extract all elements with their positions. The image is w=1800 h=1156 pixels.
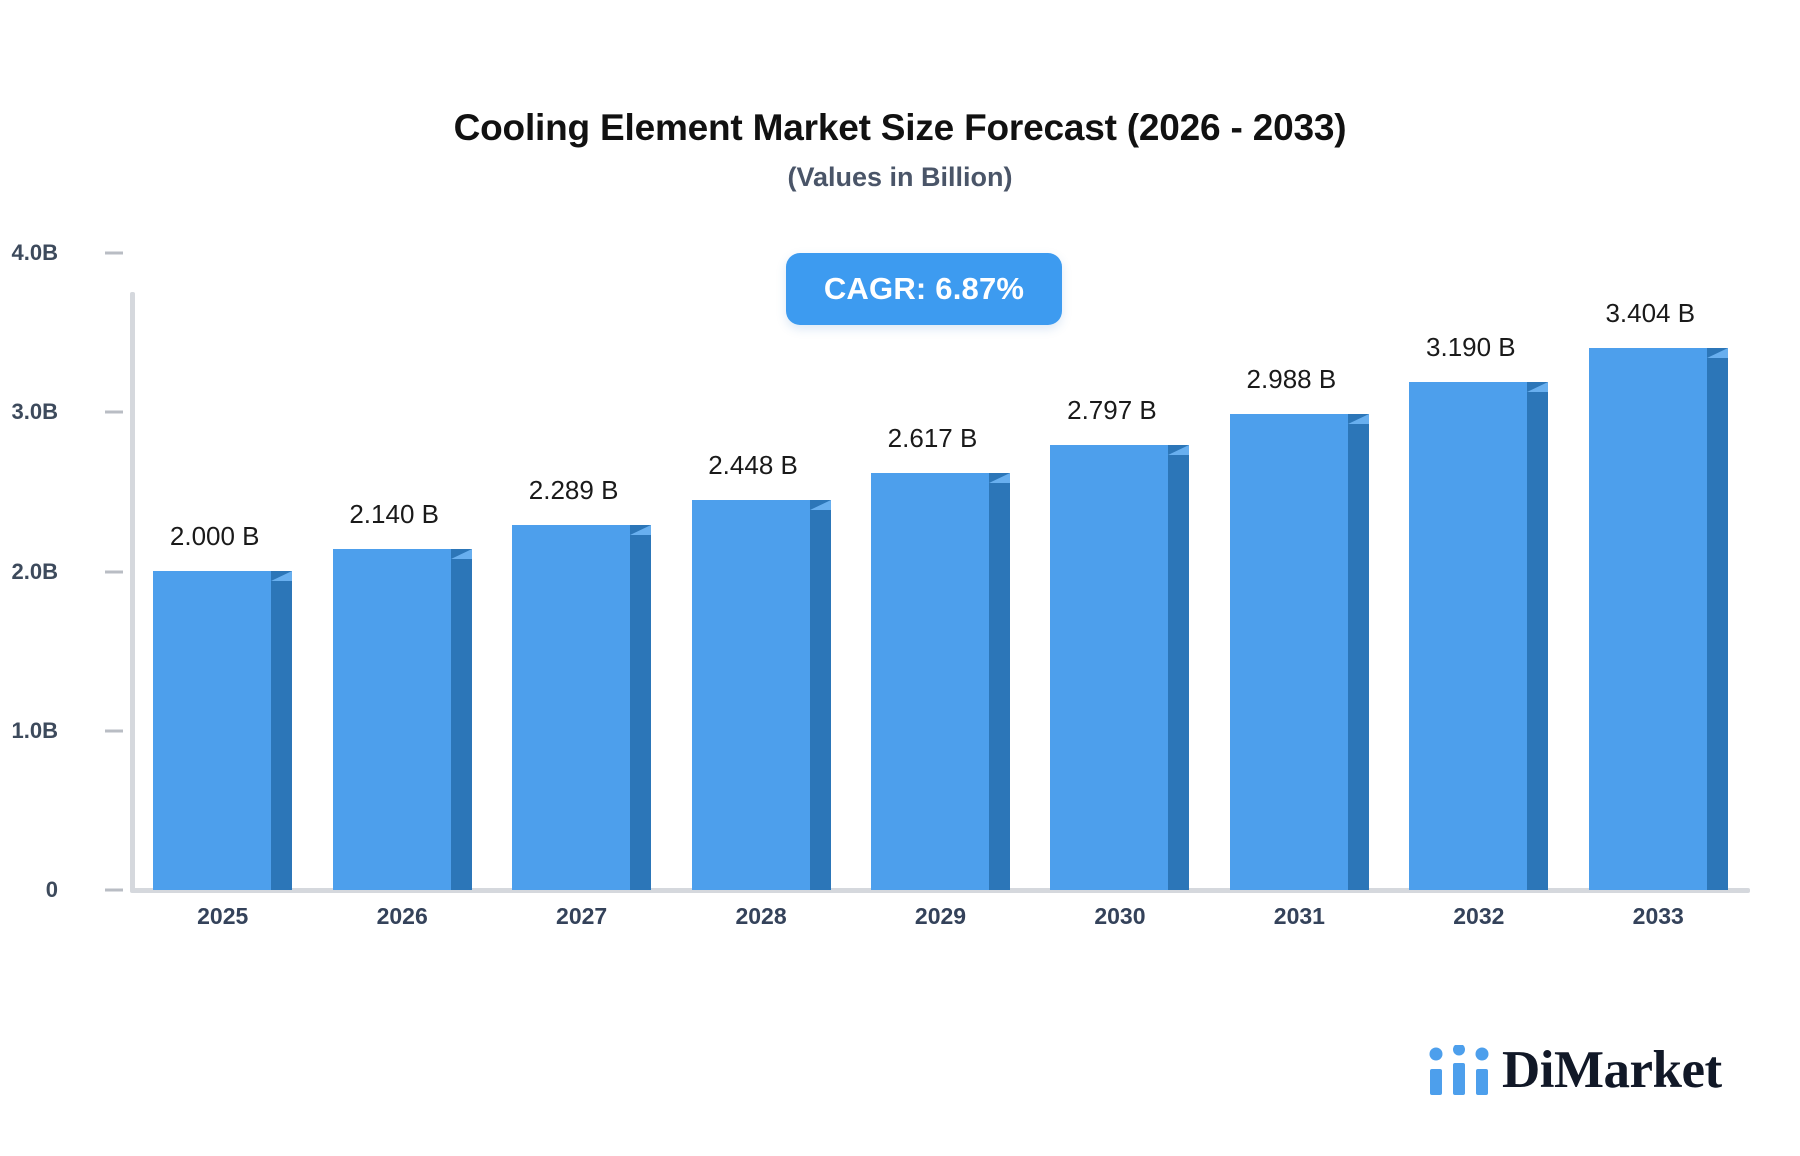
bar-value-label: 2.140 B (349, 499, 439, 529)
x-axis-tick-label: 2030 (1094, 903, 1146, 929)
bar-side-face (1168, 445, 1189, 890)
x-axis-tick-label: 2025 (197, 903, 249, 929)
y-axis-tick-mark (105, 410, 123, 414)
bar[interactable] (1409, 382, 1548, 890)
bar-top-face (451, 549, 472, 559)
bar[interactable] (1589, 348, 1728, 890)
bar-side-face (1527, 382, 1548, 890)
bar-side-face (1707, 348, 1728, 890)
bar-chart-icon (1429, 1044, 1489, 1095)
bar-front-face (871, 473, 989, 890)
y-axis-line (130, 292, 135, 892)
logo-text: DiMarket (1502, 1041, 1722, 1099)
bar[interactable] (871, 473, 1010, 890)
bar[interactable] (153, 571, 292, 890)
y-axis-tick-label: 4.0B (11, 240, 58, 265)
bar-value-label: 2.988 B (1246, 364, 1337, 394)
bar-side-face (810, 500, 831, 890)
bar-value-label: 2.448 B (708, 450, 798, 480)
bar-top-face (1527, 382, 1548, 392)
brand-logo: DiMarket (1428, 1044, 1722, 1097)
bar[interactable] (1230, 414, 1369, 890)
bar-top-face (989, 473, 1010, 483)
y-axis-tick-label: 0 (45, 877, 58, 902)
bar-value-label: 2.617 B (887, 423, 978, 453)
bar-top-face (1348, 414, 1369, 424)
x-axis-tick-label: 2029 (914, 903, 967, 929)
bar-front-face (512, 525, 630, 890)
y-axis-tick-label: 2.0B (11, 558, 58, 584)
bar[interactable] (692, 500, 831, 890)
y-axis-tick-mark (105, 729, 123, 733)
bar[interactable] (512, 525, 651, 890)
y-axis-tick-mark (105, 570, 123, 573)
bar-value-label: 2.000 B (169, 521, 260, 551)
bar-front-face (333, 549, 451, 890)
bar-value-label: 2.797 B (1067, 395, 1157, 425)
bar-side-face (451, 549, 472, 890)
bar-front-face (1230, 414, 1348, 890)
bar-top-face (1168, 445, 1189, 455)
bar-value-label: 2.289 B (528, 475, 619, 505)
x-axis-tick-label: 2028 (735, 903, 787, 929)
bar-side-face (271, 571, 292, 890)
y-axis-tick-label: 1.0B (11, 717, 58, 743)
x-axis-tick-label: 2031 (1273, 903, 1325, 929)
bar-value-label: 3.404 B (1605, 298, 1696, 328)
bar[interactable] (333, 549, 472, 890)
bar-top-face (271, 571, 292, 581)
bar-top-face (1707, 348, 1728, 358)
bar-top-face (810, 500, 831, 510)
bar-side-face (630, 525, 651, 890)
y-axis-tick-mark (105, 251, 123, 255)
bar-front-face (1589, 348, 1707, 890)
x-axis-tick-label: 2026 (376, 903, 428, 929)
x-axis-tick-label: 2032 (1453, 903, 1505, 929)
bar-front-face (1050, 445, 1168, 890)
x-axis-tick-label: 2027 (556, 903, 608, 929)
bar-side-face (1348, 414, 1369, 890)
x-axis-line (130, 888, 1750, 893)
bar-front-face (153, 571, 271, 890)
y-axis-tick-mark (105, 888, 123, 892)
x-axis-tick-label: 2033 (1632, 903, 1684, 929)
bar-top-face (630, 525, 651, 535)
y-axis-tick-label: 3.0B (11, 399, 58, 425)
bar-side-face (989, 473, 1010, 890)
bar[interactable] (1050, 445, 1189, 890)
bar-front-face (692, 500, 810, 890)
cagr-badge: CAGR: 6.87% (786, 253, 1062, 325)
bar-value-label: 3.190 B (1426, 332, 1516, 362)
bar-front-face (1409, 382, 1527, 890)
